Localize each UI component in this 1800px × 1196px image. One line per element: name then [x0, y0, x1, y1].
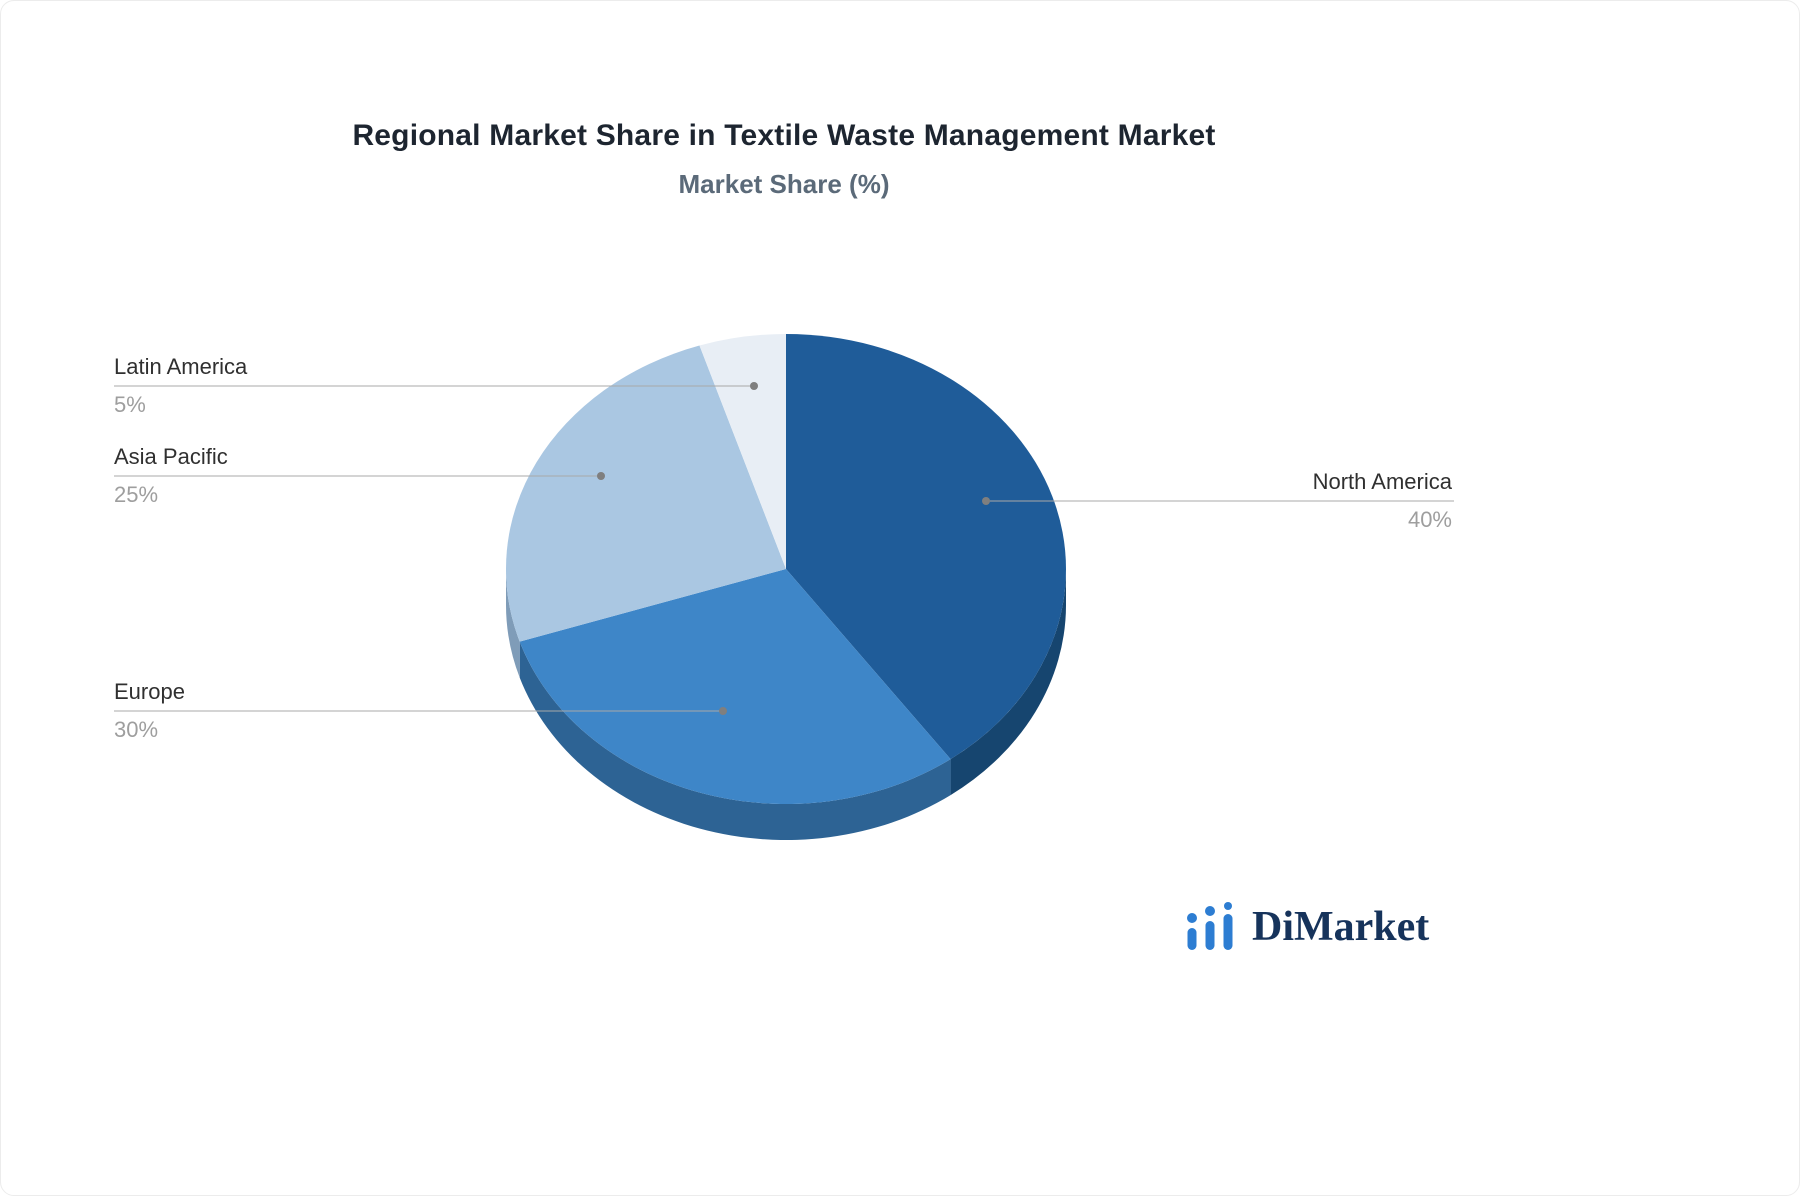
pie-slice-north-america[interactable]: [786, 334, 1067, 760]
label-europe-name: Europe: [114, 679, 185, 704]
label-asia-pacific-name: Asia Pacific: [114, 444, 228, 469]
logo-text: DiMarket: [1252, 904, 1430, 950]
pie-slice-europe[interactable]: [519, 569, 951, 805]
pie-slice-asia-pacific[interactable]: [505, 345, 786, 642]
marker-north-america: [982, 497, 990, 505]
callouts: [114, 382, 1454, 715]
bar-chart-icon: [1187, 902, 1233, 950]
label-asia-pacific: Asia Pacific 25%: [114, 444, 228, 508]
chart-title: Regional Market Share in Textile Waste M…: [352, 119, 1216, 152]
label-asia-pacific-percent: 25%: [114, 482, 159, 507]
dimarket-logo: DiMarket: [1184, 902, 1429, 952]
label-europe-percent: 30%: [114, 717, 159, 742]
pie-side-europe: [519, 641, 951, 841]
label-latin-america: Latin America 5%: [114, 354, 247, 418]
label-latin-america-percent: 5%: [114, 392, 146, 417]
label-latin-america-name: Latin America: [114, 354, 248, 379]
pie-side-north-america: [950, 569, 1066, 796]
pie-side-asia-pacific: [505, 569, 520, 678]
marker-europe: [719, 707, 727, 715]
marker-asia-pacific: [597, 472, 605, 480]
label-north-america-percent: 40%: [1407, 507, 1452, 532]
chart-subtitle: Market Share (%): [678, 169, 890, 199]
label-europe: Europe 30%: [114, 679, 185, 743]
marker-latin-america: [750, 382, 758, 390]
label-north-america: North America 40%: [1313, 469, 1452, 533]
label-north-america-name: North America: [1312, 469, 1452, 494]
pie-slice-latin-america[interactable]: [699, 334, 786, 569]
pie-chart[interactable]: [505, 334, 1067, 841]
